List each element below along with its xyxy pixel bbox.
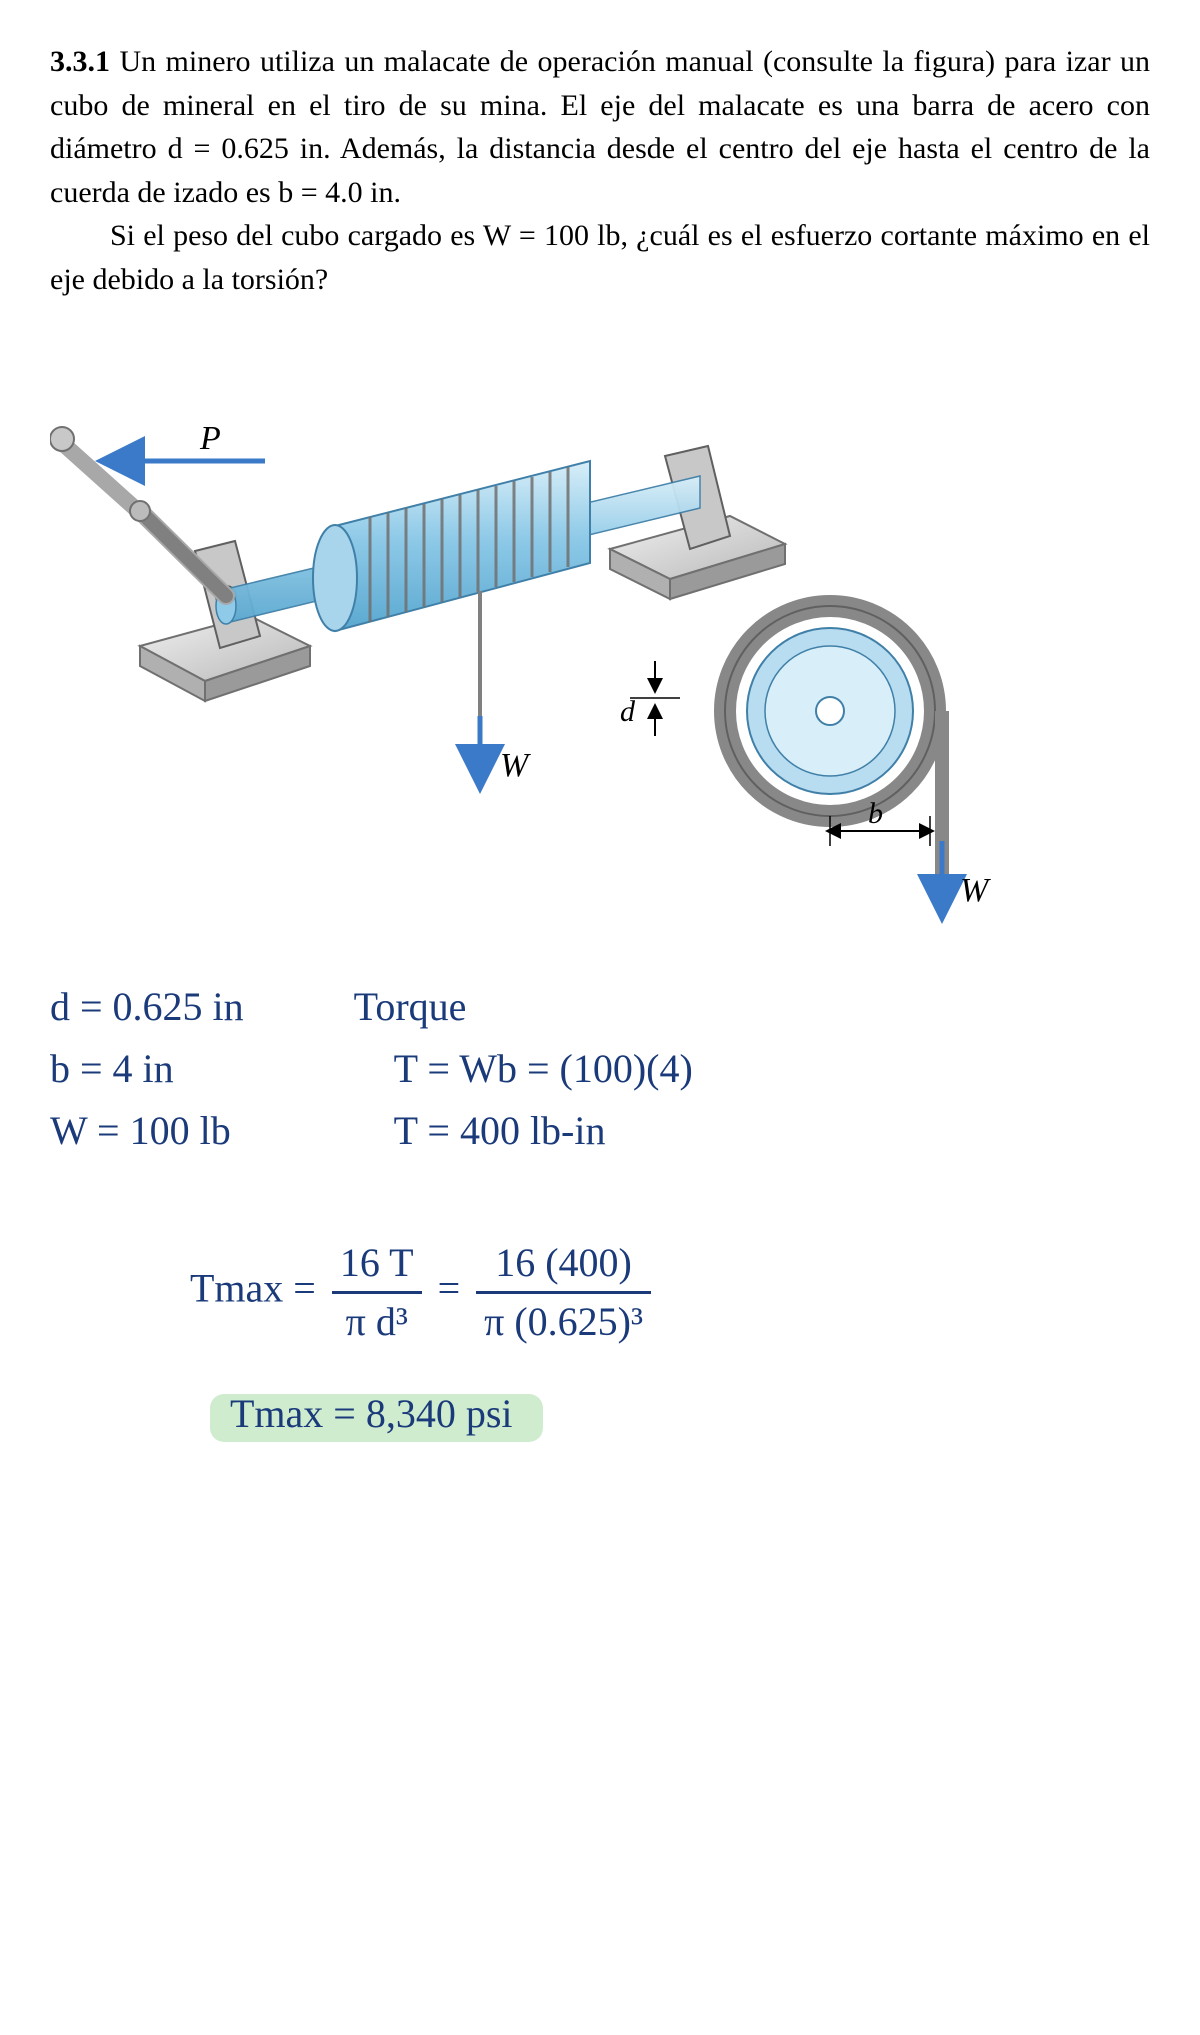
- label-W2: W: [960, 872, 991, 909]
- problem-text-1: Un minero utiliza un malacate de operaci…: [50, 45, 1150, 209]
- windlass-diagram: P W d W: [50, 401, 1050, 931]
- drum: [313, 461, 590, 631]
- label-d: d: [620, 695, 636, 728]
- given-w: W = 100 lb: [50, 1105, 244, 1157]
- given-d: d = 0.625 in: [50, 981, 244, 1033]
- torque-eq1: T = Wb = (100)(4): [354, 1043, 693, 1095]
- label-b: b: [868, 797, 883, 830]
- problem-text-2: Si el peso del cubo cargado es W = 100 l…: [50, 214, 1150, 301]
- rope-weight: W: [480, 591, 531, 784]
- torque-eq2: T = 400 lb-in: [354, 1105, 693, 1157]
- drum-side-view: W: [725, 606, 991, 909]
- tmax-lhs: Tmax =: [190, 1266, 316, 1311]
- given-b: b = 4 in: [50, 1043, 244, 1095]
- given-values: d = 0.625 in b = 4 in W = 100 lb: [50, 971, 244, 1167]
- torque-title: Torque: [354, 981, 693, 1033]
- problem-number: 3.3.1: [50, 45, 110, 78]
- label-W: W: [500, 747, 531, 784]
- torque-calc: Torque T = Wb = (100)(4) T = 400 lb-in: [354, 971, 693, 1167]
- tmax-equation: Tmax = 16 T π d³ = 16 (400) π (0.625)³: [50, 1237, 1150, 1348]
- figure: P W d W: [50, 401, 1150, 931]
- tmax-frac2: 16 (400) π (0.625)³: [476, 1237, 651, 1348]
- tmax-frac1: 16 T π d³: [332, 1237, 422, 1348]
- final-result: Tmax = 8,340 psi: [230, 1388, 513, 1440]
- tmax-eq: =: [438, 1266, 461, 1311]
- label-P: P: [199, 420, 221, 457]
- dimension-d: d: [620, 661, 680, 736]
- result-text: Tmax = 8,340 psi: [230, 1391, 513, 1436]
- problem-statement: 3.3.1 Un minero utiliza un malacate de o…: [50, 40, 1150, 301]
- force-P-arrow: P: [120, 420, 265, 461]
- handwritten-solution: d = 0.625 in b = 4 in W = 100 lb Torque …: [50, 971, 1150, 1440]
